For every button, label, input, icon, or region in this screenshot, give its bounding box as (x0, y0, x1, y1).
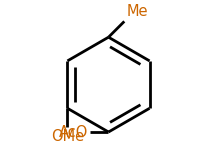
Text: AcO: AcO (59, 125, 88, 139)
Text: Me: Me (127, 4, 148, 19)
Text: OMe: OMe (51, 129, 84, 144)
